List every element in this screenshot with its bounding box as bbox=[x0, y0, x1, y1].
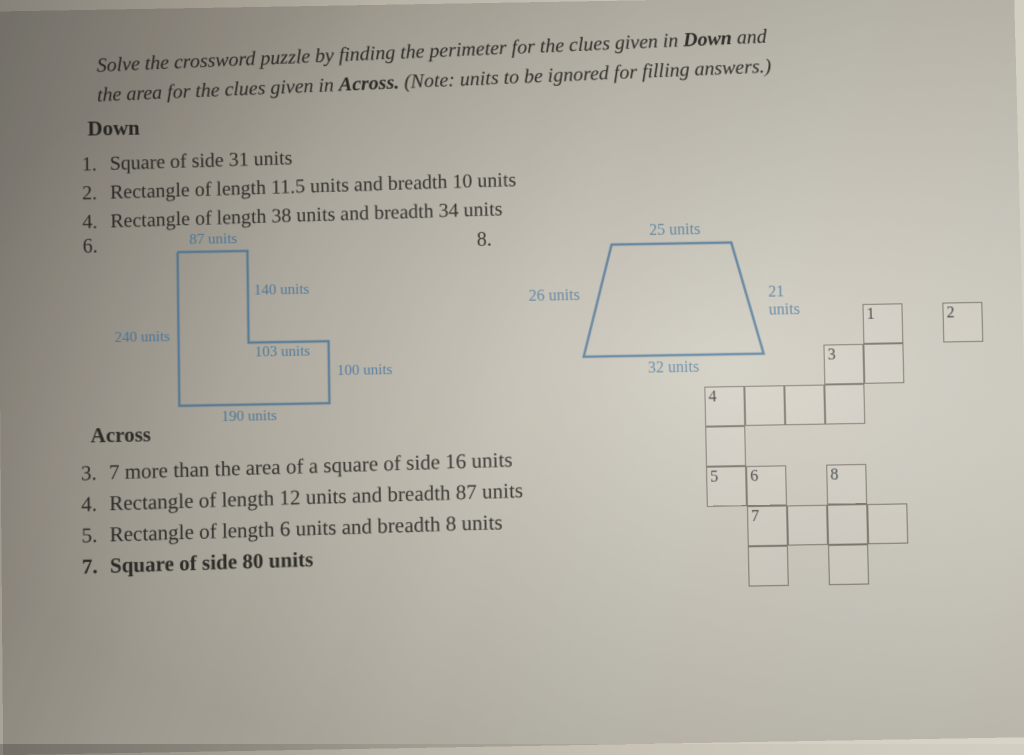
clue-text: Rectangle of length 11.5 units and bread… bbox=[110, 169, 516, 204]
fig6-number: 6. bbox=[83, 236, 98, 259]
grid-cell[interactable] bbox=[867, 503, 908, 544]
clue-num: 3. bbox=[81, 460, 109, 486]
grid-cell[interactable]: 5 bbox=[706, 466, 747, 507]
l-shape-figure: 87 units 140 units 103 units 240 units 1… bbox=[157, 230, 420, 434]
down-clues: 1.Square of side 31 units 2.Rectangle of… bbox=[78, 132, 990, 228]
page: Solve the crossword puzzle by finding th… bbox=[0, 0, 1024, 755]
clue-text: 7 more than the area of a square of side… bbox=[109, 447, 513, 484]
clue-text: Square of side 80 units bbox=[110, 547, 314, 578]
crossword-grid: 12 3 4 5687 bbox=[703, 302, 992, 678]
grid-cell[interactable]: 4 bbox=[704, 386, 745, 427]
intro-bold: Across. bbox=[339, 71, 400, 95]
grid-cell[interactable]: 6 bbox=[746, 465, 787, 506]
grid-cell[interactable] bbox=[828, 544, 869, 585]
l-shape-svg bbox=[157, 230, 420, 434]
clue-num: 4. bbox=[82, 211, 110, 235]
intro-bold: Down bbox=[683, 27, 732, 51]
intro-text: Solve the crossword puzzle by finding th… bbox=[97, 12, 987, 110]
grid-cell[interactable]: 8 bbox=[826, 464, 867, 505]
grid-cell[interactable] bbox=[827, 504, 868, 545]
intro-part: and bbox=[732, 26, 767, 49]
clue-num: 7. bbox=[82, 553, 110, 579]
grid-cell[interactable] bbox=[787, 505, 828, 546]
dim-label: 240 units bbox=[114, 329, 170, 347]
grid-cell[interactable]: 3 bbox=[823, 344, 864, 385]
grid-cell[interactable]: 2 bbox=[942, 302, 983, 343]
grid-cell[interactable]: 1 bbox=[862, 303, 903, 344]
clue-num: 4. bbox=[81, 491, 109, 517]
grid-cell[interactable] bbox=[863, 343, 904, 384]
dim-label: 103 units bbox=[255, 344, 311, 362]
clue-text: Rectangle of length 12 units and breadth… bbox=[109, 478, 523, 515]
grid-cell[interactable] bbox=[744, 385, 785, 426]
grid-cell[interactable] bbox=[784, 385, 825, 426]
clue-text: Square of side 31 units bbox=[110, 147, 293, 175]
dim-label: 140 units bbox=[254, 282, 310, 300]
intro-part: the area for the clues given in bbox=[97, 74, 339, 106]
dim-label: 26 units bbox=[529, 287, 580, 306]
clue-text: Rectangle of length 6 units and breadth … bbox=[110, 510, 503, 546]
grid-cell[interactable] bbox=[824, 384, 865, 425]
grid-cell[interactable]: 7 bbox=[747, 505, 788, 546]
clue-num: 5. bbox=[81, 522, 109, 548]
grid-cell[interactable] bbox=[748, 546, 789, 587]
dim-label: 25 units bbox=[649, 221, 700, 240]
dim-label: 190 units bbox=[221, 408, 277, 426]
dim-label: 32 units bbox=[648, 359, 699, 378]
fig8-number: 8. bbox=[477, 229, 492, 252]
clue-num: 1. bbox=[82, 153, 110, 177]
dim-label: 87 units bbox=[189, 231, 237, 249]
dim-label: 100 units bbox=[337, 362, 393, 380]
clue-num: 2. bbox=[82, 182, 110, 206]
clue-text: Rectangle of length 38 units and breadth… bbox=[110, 198, 502, 232]
grid-cell[interactable] bbox=[705, 426, 746, 467]
